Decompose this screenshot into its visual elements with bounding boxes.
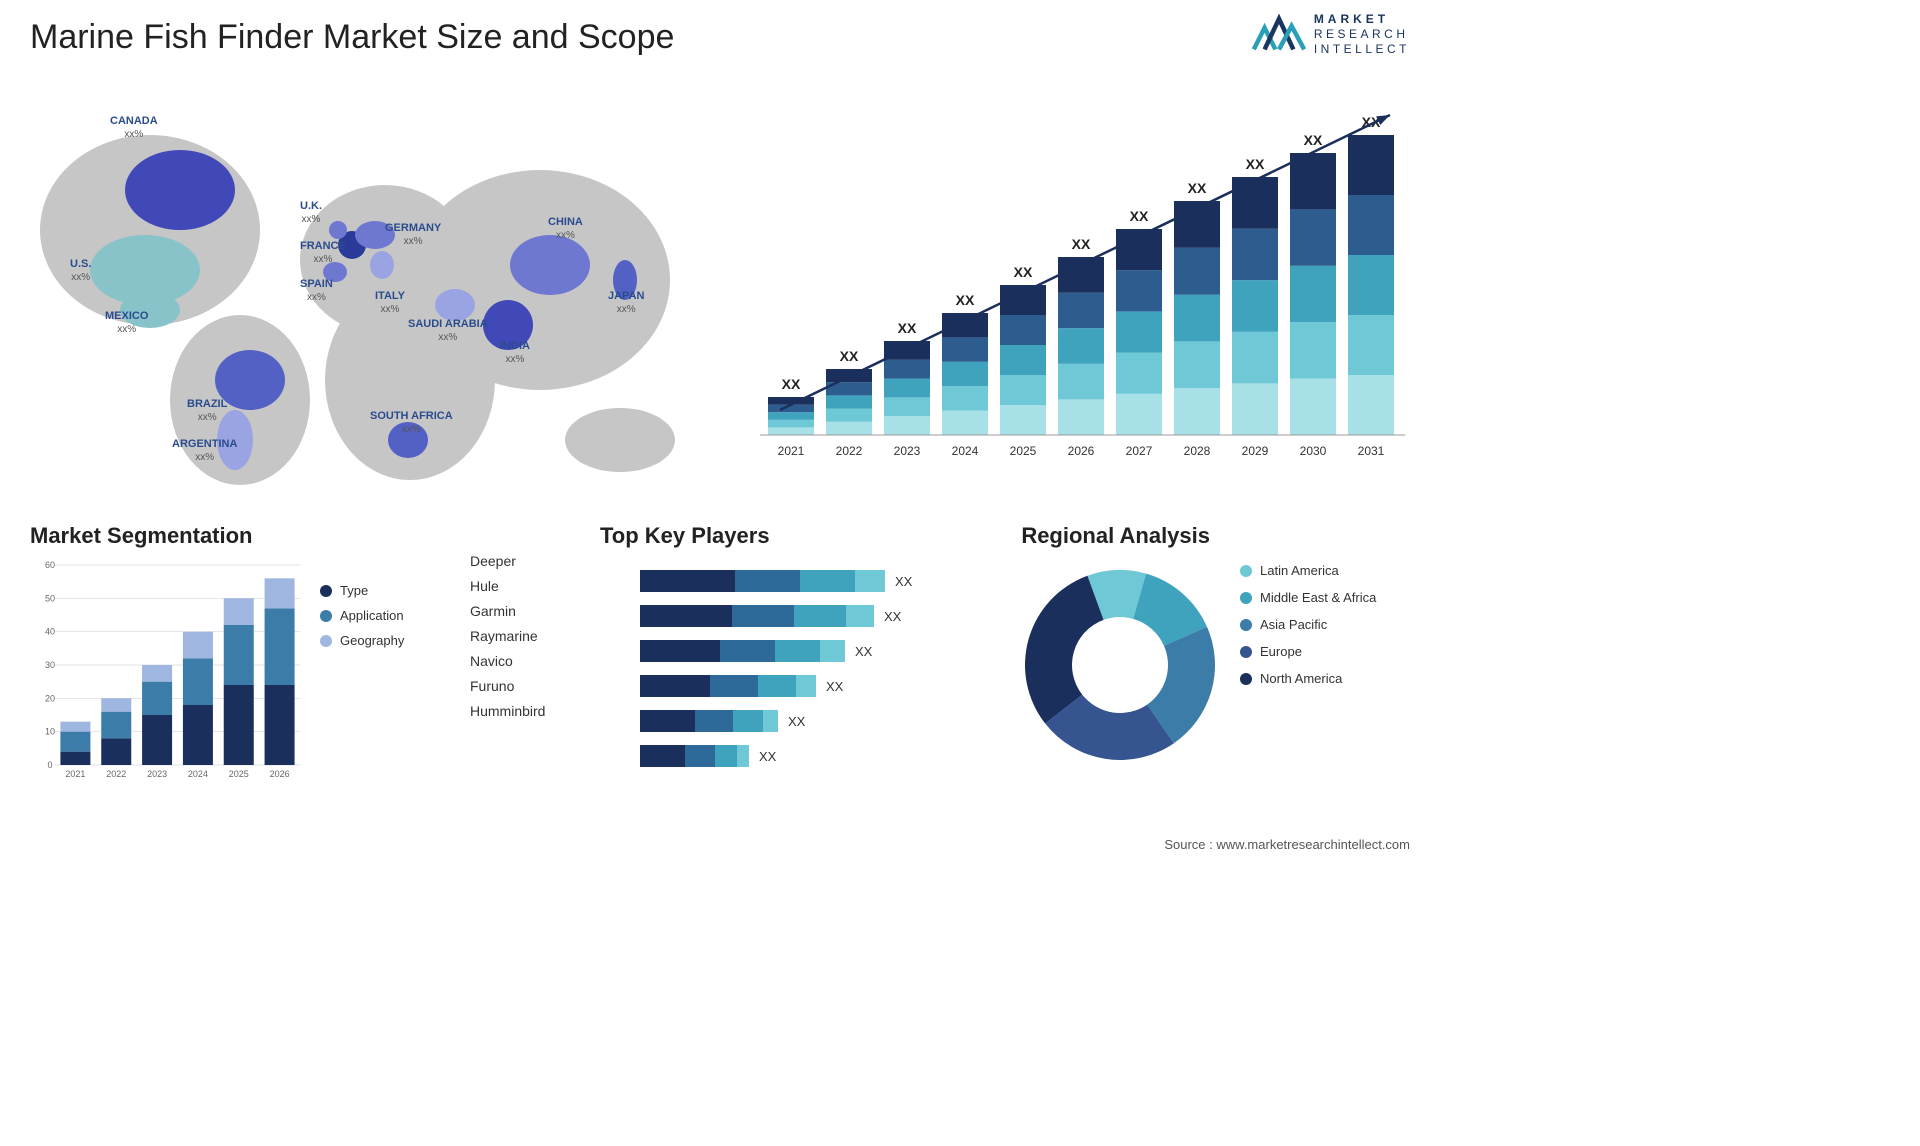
regional-legend: Latin America Middle East & Africa Asia Pa…	[1240, 563, 1376, 698]
map-country-label: SAUDI ARABIAxx%	[408, 318, 488, 343]
player-item: Humminbird	[470, 703, 600, 719]
svg-text:XX: XX	[840, 348, 859, 364]
player-item: Furuno	[470, 678, 600, 694]
svg-text:10: 10	[45, 727, 55, 737]
svg-text:2026: 2026	[1068, 444, 1095, 458]
legend-item: Asia Pacific	[1240, 617, 1376, 632]
segmentation-title: Market Segmentation	[30, 523, 253, 549]
map-country-label: FRANCExx%	[300, 240, 346, 265]
svg-text:30: 30	[45, 660, 55, 670]
svg-text:2024: 2024	[188, 769, 208, 779]
map-country-label: ARGENTINAxx%	[172, 438, 237, 463]
svg-text:2029: 2029	[1242, 444, 1269, 458]
page-title: Marine Fish Finder Market Size and Scope	[30, 18, 674, 57]
svg-text:XX: XX	[826, 679, 844, 694]
map-country-label: SPAINxx%	[300, 278, 333, 303]
legend-item: Middle East & Africa	[1240, 590, 1376, 605]
source-footer: Source : www.marketresearchintellect.com	[1164, 837, 1410, 852]
svg-text:2023: 2023	[147, 769, 167, 779]
players-list: Deeper Hule Garmin Raymarine Navico Furuno Hum…	[470, 553, 600, 728]
map-country-label: INDIAxx%	[500, 340, 530, 365]
map-country-label: CANADAxx%	[110, 115, 158, 140]
svg-text:2027: 2027	[1126, 444, 1153, 458]
svg-text:XX: XX	[898, 320, 917, 336]
svg-text:XX: XX	[895, 574, 913, 589]
svg-text:XX: XX	[855, 644, 873, 659]
svg-text:XX: XX	[1188, 180, 1207, 196]
segmentation-legend: Type Application Geography	[320, 583, 404, 658]
svg-text:20: 20	[45, 693, 55, 703]
map-country-label: U.K.xx%	[300, 200, 322, 225]
brand-logo: MARKET RESEARCH INTELLECT	[1252, 12, 1410, 57]
logo-line3: INTELLECT	[1314, 42, 1410, 57]
map-country-label: BRAZILxx%	[187, 398, 227, 423]
svg-text:40: 40	[45, 627, 55, 637]
svg-text:2021: 2021	[778, 444, 805, 458]
svg-text:2023: 2023	[894, 444, 921, 458]
svg-text:2022: 2022	[836, 444, 863, 458]
player-item: Navico	[470, 653, 600, 669]
map-country-label: GERMANYxx%	[385, 222, 441, 247]
map-country-label: ITALYxx%	[375, 290, 405, 315]
legend-item: Application	[320, 608, 404, 623]
svg-text:2022: 2022	[106, 769, 126, 779]
map-country-label: SOUTH AFRICAxx%	[370, 410, 453, 435]
svg-text:XX: XX	[1072, 236, 1091, 252]
svg-text:2025: 2025	[1010, 444, 1037, 458]
svg-text:2026: 2026	[270, 769, 290, 779]
map-country-label: CHINAxx%	[548, 216, 583, 241]
svg-text:XX: XX	[1246, 156, 1265, 172]
logo-line2: RESEARCH	[1314, 27, 1410, 42]
svg-text:XX: XX	[884, 609, 902, 624]
regional-donut: Latin America Middle East & Africa Asia Pa…	[1010, 555, 1410, 790]
top-players-chart: XX XX XX XX XX XX	[640, 560, 980, 790]
svg-text:50: 50	[45, 593, 55, 603]
svg-text:2025: 2025	[229, 769, 249, 779]
svg-text:2030: 2030	[1300, 444, 1327, 458]
svg-text:XX: XX	[788, 714, 806, 729]
svg-text:2021: 2021	[65, 769, 85, 779]
world-map: CANADAxx% U.S.xx% MEXICOxx% BRAZILxx% ARGENT…	[30, 100, 710, 490]
logo-peaks-icon	[1252, 13, 1306, 57]
regional-title: Regional Analysis	[1021, 523, 1210, 549]
svg-text:XX: XX	[956, 292, 975, 308]
growth-bar-chart: XX 2021 XX 2022 XX 2023 XX 2024 XX 2025 XX 2026 XX 20…	[750, 100, 1410, 470]
legend-item: Type	[320, 583, 404, 598]
legend-item: North America	[1240, 671, 1376, 686]
logo-line1: MARKET	[1314, 12, 1410, 27]
legend-item: Geography	[320, 633, 404, 648]
svg-text:2031: 2031	[1358, 444, 1385, 458]
svg-text:XX: XX	[759, 749, 777, 764]
legend-item: Europe	[1240, 644, 1376, 659]
svg-text:XX: XX	[1014, 264, 1033, 280]
top-players-title: Top Key Players	[600, 523, 770, 549]
player-item: Raymarine	[470, 628, 600, 644]
svg-text:0: 0	[47, 760, 52, 770]
svg-text:60: 60	[45, 560, 55, 570]
segmentation-chart: 0 10 20 30 40 50 60 2021 2022 2023 2024 2025 2026 Ty…	[30, 555, 460, 805]
map-country-label: MEXICOxx%	[105, 310, 148, 335]
svg-text:XX: XX	[1304, 132, 1323, 148]
map-country-label: JAPANxx%	[608, 290, 644, 315]
player-item: Hule	[470, 578, 600, 594]
legend-item: Latin America	[1240, 563, 1376, 578]
svg-text:2024: 2024	[952, 444, 979, 458]
player-item: Deeper	[470, 553, 600, 569]
svg-text:2028: 2028	[1184, 444, 1211, 458]
svg-text:XX: XX	[782, 376, 801, 392]
player-item: Garmin	[470, 603, 600, 619]
svg-text:XX: XX	[1130, 208, 1149, 224]
map-country-label: U.S.xx%	[70, 258, 91, 283]
